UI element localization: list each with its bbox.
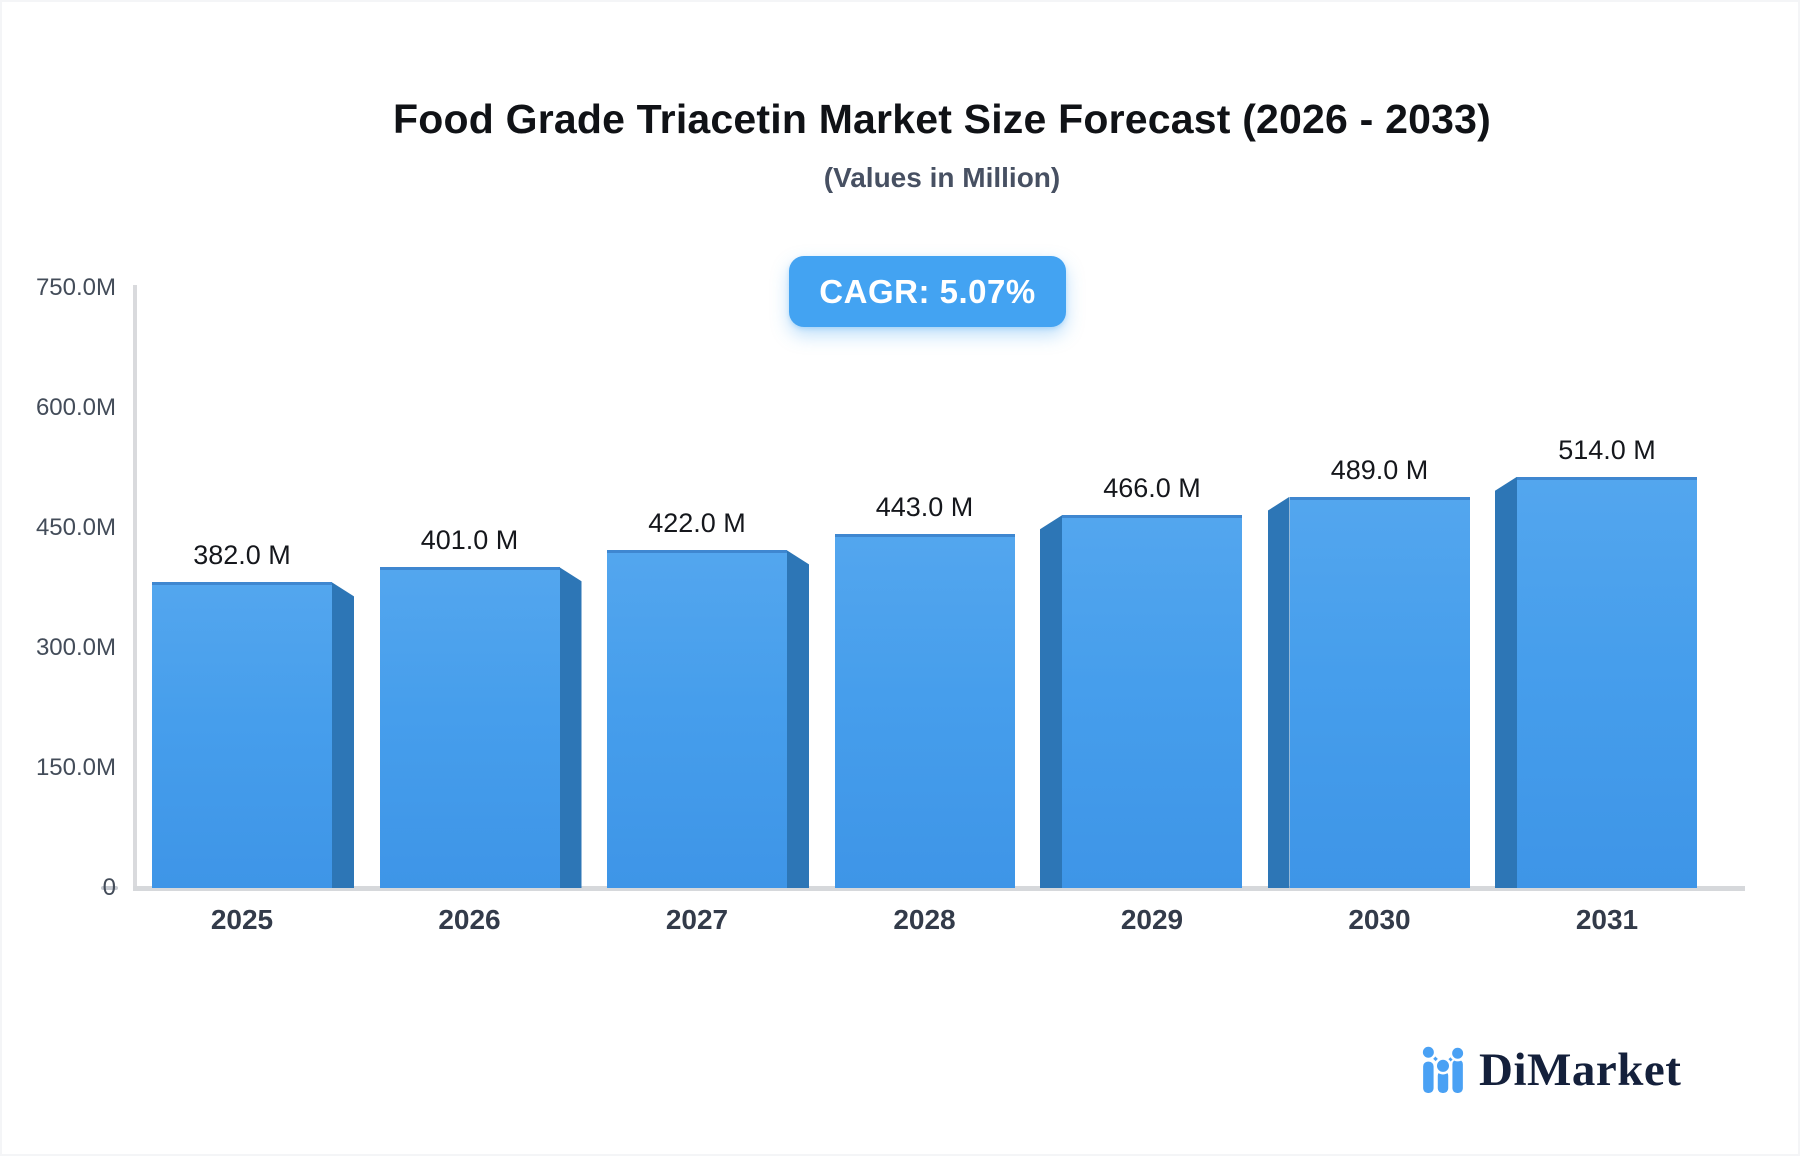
bar [607, 550, 787, 888]
bar-value-label: 382.0 M [193, 540, 291, 571]
y-axis-label: 750.0M [35, 274, 116, 301]
bar-chart-logo-icon [1420, 1044, 1466, 1093]
bar [1517, 476, 1697, 888]
y-axis-label: 300.0M [35, 634, 116, 661]
dimarket-logo-text: DiMarket [1479, 1044, 1682, 1096]
zero-tick-mark [101, 886, 118, 890]
bar-side-face [1495, 476, 1517, 888]
chart-title: Food Grade Triacetin Market Size Forecas… [393, 96, 1491, 142]
bar-value-label: 489.0 M [1330, 454, 1429, 485]
y-axis-label: 150.0M [35, 754, 116, 781]
y-axis-label: 450.0M [35, 514, 116, 541]
x-axis-label: 2026 [438, 904, 501, 935]
bar-side-face [1267, 496, 1290, 888]
bar [1062, 515, 1242, 888]
x-axis-label: 2030 [1348, 904, 1411, 935]
bar [1289, 496, 1470, 888]
x-axis-line [133, 886, 1745, 891]
dimarket-logo: DiMarket [1420, 1040, 1681, 1100]
x-axis-label: 2028 [893, 904, 956, 935]
bar-value-label: 514.0 M [1558, 434, 1656, 465]
bar-value-label: 443.0 M [875, 491, 974, 522]
x-axis-label: 2025 [210, 904, 274, 935]
bar-side-face [787, 550, 809, 888]
bar-value-label: 466.0 M [1103, 473, 1201, 504]
bar-value-label: 422.0 M [648, 508, 746, 539]
bar-side-face [332, 582, 354, 888]
x-axis-label: 2027 [665, 904, 729, 935]
bar [834, 533, 1015, 888]
bar-value-label: 401.0 M [420, 525, 519, 556]
y-axis-line [133, 285, 137, 890]
chart-subtitle: (Values in Million) [823, 162, 1061, 193]
y-axis-label: 600.0M [35, 394, 116, 421]
x-axis-label: 2031 [1575, 904, 1639, 935]
bar-side-face [1040, 515, 1062, 888]
bar [379, 567, 560, 888]
cagr-badge: CAGR: 5.07% [789, 256, 1066, 327]
y-axis-label: 0 [102, 874, 116, 901]
bar [152, 582, 332, 888]
cagr-badge-label: CAGR: 5.07% [819, 272, 1036, 310]
x-axis-label: 2029 [1120, 904, 1184, 935]
bar-side-face [559, 567, 582, 888]
